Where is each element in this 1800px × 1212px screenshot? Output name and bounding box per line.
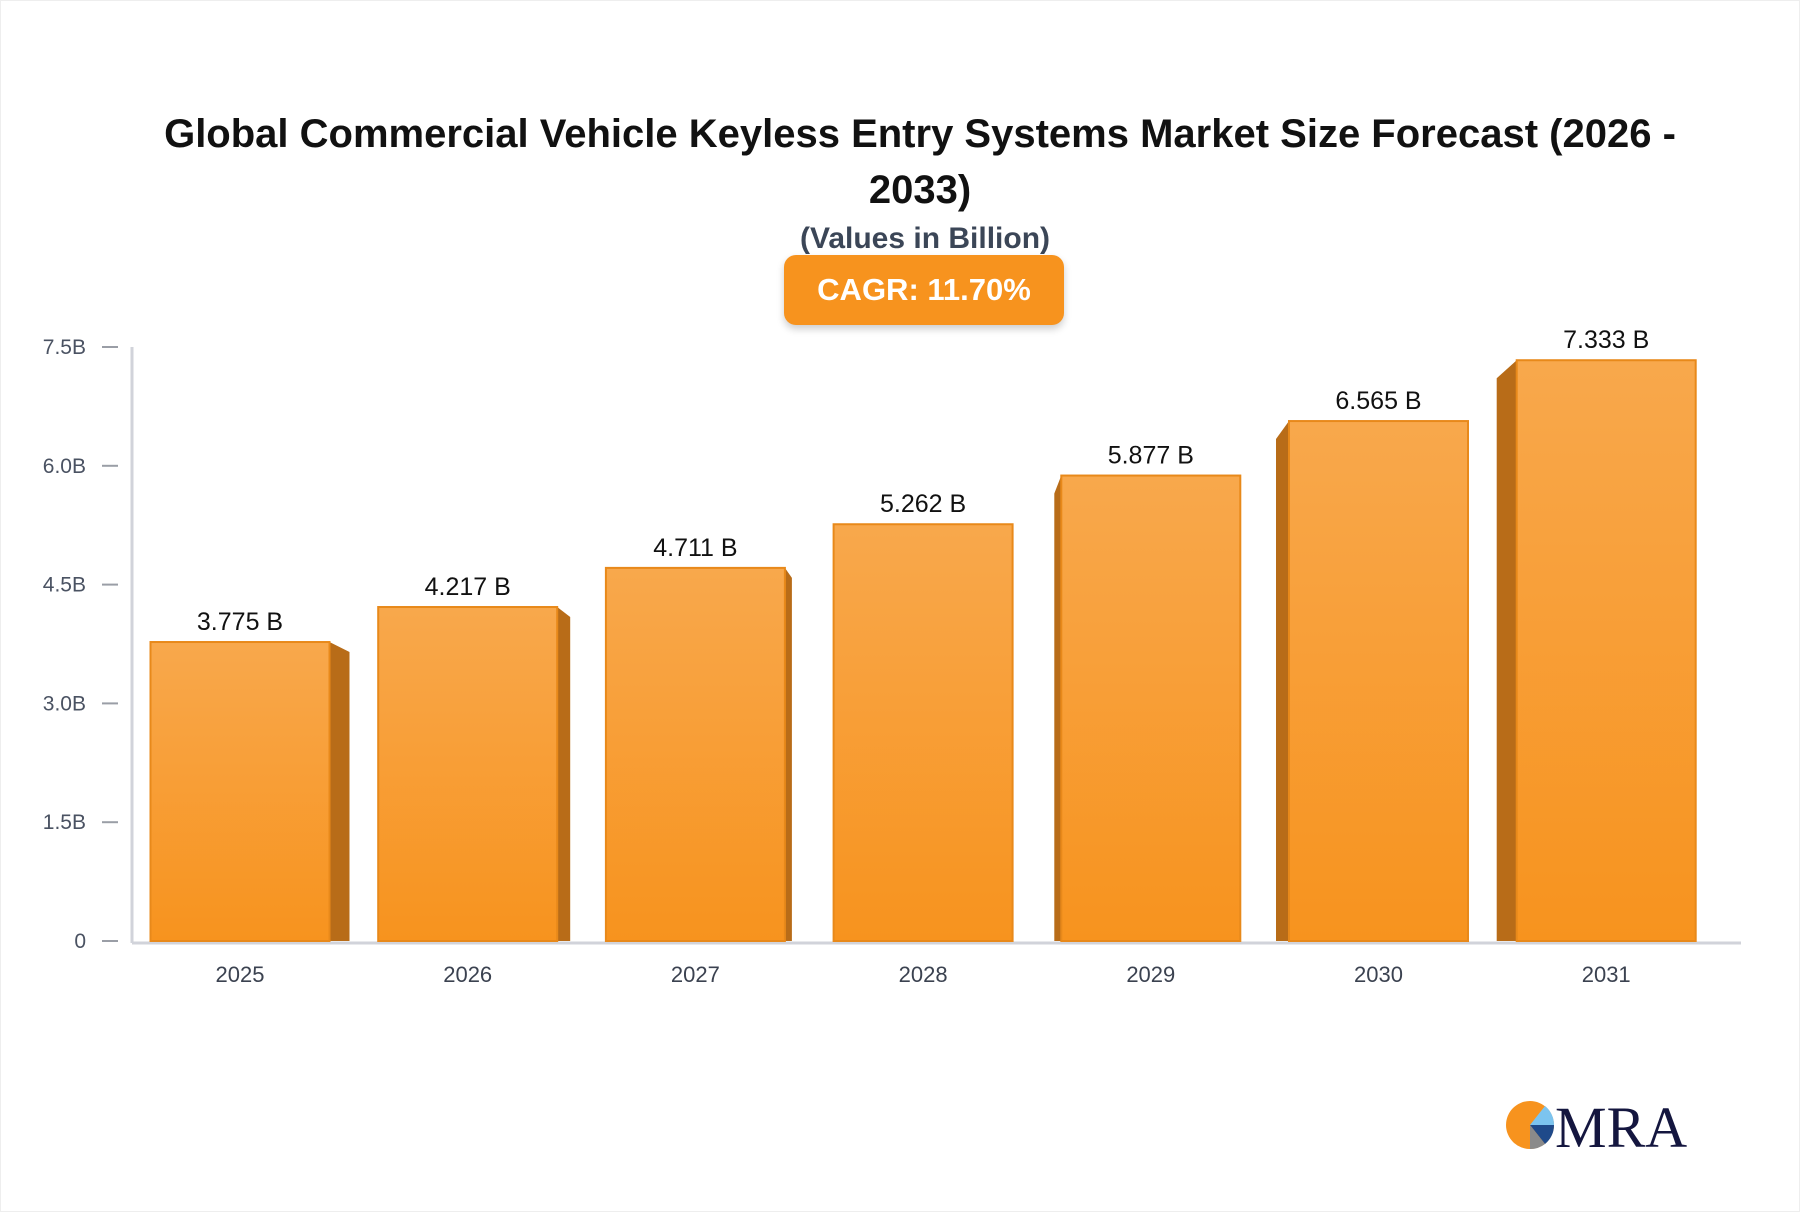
bar-2026: [377, 606, 559, 942]
bar-2025: [149, 641, 331, 943]
data-label: 6.565 B: [1335, 387, 1421, 415]
data-label: 4.711 B: [653, 534, 737, 562]
data-label: 3.775 B: [197, 608, 283, 636]
mra-logo: MRA: [1506, 1095, 1687, 1155]
x-tick-label: 2028: [899, 962, 948, 987]
bar-side: [557, 607, 571, 941]
bar-2027: [604, 566, 786, 942]
x-tick-label: 2025: [216, 962, 265, 987]
y-tick-label: 0: [74, 930, 86, 953]
bar-side: [329, 642, 350, 941]
bar-side: [1276, 421, 1289, 941]
bar-side: [1496, 360, 1517, 941]
data-label: 4.217 B: [425, 573, 511, 601]
y-tick-label: 6.0B: [43, 455, 86, 478]
cagr-badge: CAGR: 11.70%: [784, 255, 1064, 325]
data-label: 5.262 B: [880, 490, 966, 518]
chart-title: Global Commercial Vehicle Keyless Entry …: [164, 112, 1676, 212]
bar-2029: [1060, 474, 1242, 942]
data-label: 5.877 B: [1108, 442, 1194, 470]
y-tick-label: 1.5B: [43, 811, 86, 834]
bar-side: [784, 567, 792, 941]
y-tick-label: 3.0B: [43, 692, 86, 715]
chart-subtitle: (Values in Billion): [799, 222, 1051, 255]
data-label: 7.333 B: [1563, 326, 1649, 354]
y-tick-label: 4.5B: [43, 574, 86, 597]
y-tick-label: 7.5B: [43, 336, 86, 359]
bar-2030: [1288, 420, 1469, 942]
x-tick-label: 2030: [1354, 962, 1403, 987]
logo-text: MRA: [1555, 1095, 1687, 1155]
x-tick-label: 2026: [443, 962, 492, 987]
bar-side: [1054, 475, 1062, 941]
bar-2028: [832, 523, 1014, 942]
x-tick-label: 2029: [1126, 962, 1175, 987]
x-tick-label: 2027: [671, 962, 720, 987]
bar-2031: [1515, 359, 1697, 943]
x-tick-label: 2031: [1582, 962, 1631, 987]
